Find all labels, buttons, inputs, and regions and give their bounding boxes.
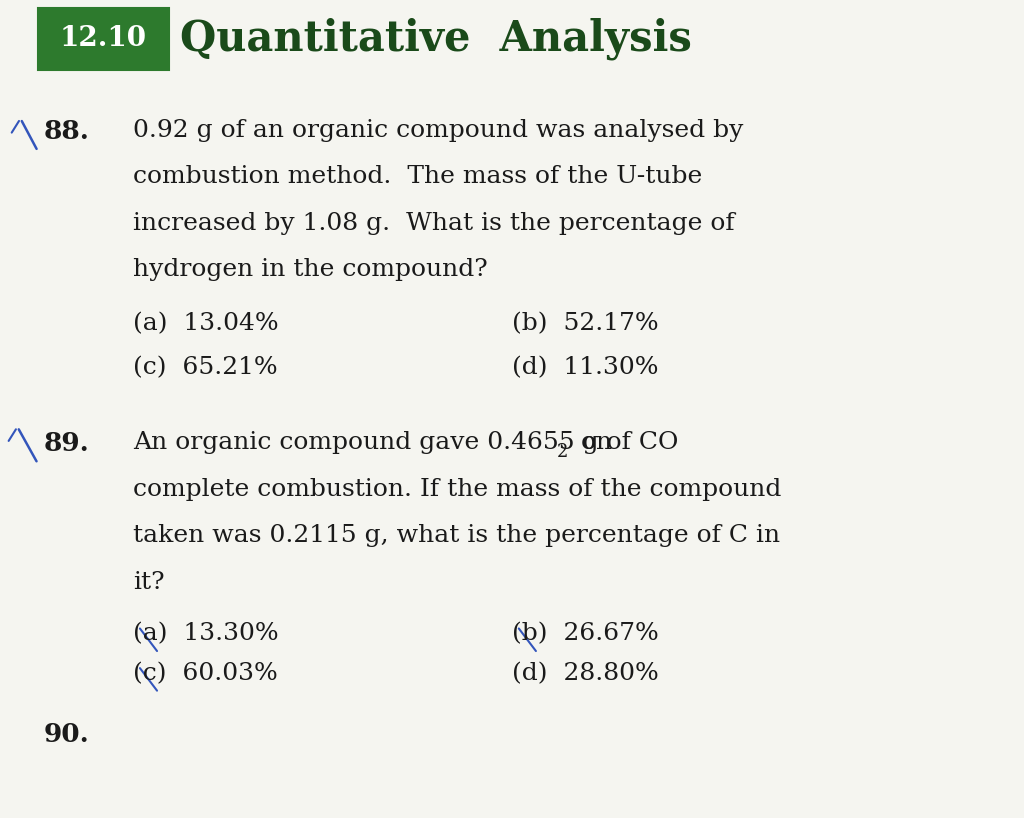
Text: 2: 2 [556, 443, 567, 461]
Text: 90.: 90. [44, 722, 90, 748]
Text: Quantitative  Analysis: Quantitative Analysis [180, 18, 692, 60]
Text: (a)  13.30%: (a) 13.30% [133, 622, 279, 645]
Text: (c)  60.03%: (c) 60.03% [133, 662, 278, 685]
Text: 89.: 89. [44, 431, 90, 456]
Text: 88.: 88. [44, 119, 90, 144]
Text: (b)  52.17%: (b) 52.17% [512, 312, 658, 335]
Text: (d)  11.30%: (d) 11.30% [512, 357, 658, 380]
Text: taken was 0.2115 g, what is the percentage of C in: taken was 0.2115 g, what is the percenta… [133, 524, 780, 547]
Text: complete combustion. If the mass of the compound: complete combustion. If the mass of the … [133, 478, 781, 501]
Text: (a)  13.04%: (a) 13.04% [133, 312, 279, 335]
Text: An organic compound gave 0.4655 g of CO: An organic compound gave 0.4655 g of CO [133, 431, 679, 454]
Text: increased by 1.08 g.  What is the percentage of: increased by 1.08 g. What is the percent… [133, 212, 735, 235]
Text: hydrogen in the compound?: hydrogen in the compound? [133, 258, 487, 281]
Text: 12.10: 12.10 [60, 25, 146, 52]
Text: (b)  26.67%: (b) 26.67% [512, 622, 658, 645]
Text: combustion method.  The mass of the U-tube: combustion method. The mass of the U-tub… [133, 165, 702, 188]
Text: it?: it? [133, 571, 165, 594]
Text: on: on [572, 431, 612, 454]
Text: (d)  28.80%: (d) 28.80% [512, 662, 658, 685]
FancyBboxPatch shape [38, 8, 169, 70]
Text: (c)  65.21%: (c) 65.21% [133, 357, 278, 380]
Text: 0.92 g of an organic compound was analysed by: 0.92 g of an organic compound was analys… [133, 119, 743, 142]
